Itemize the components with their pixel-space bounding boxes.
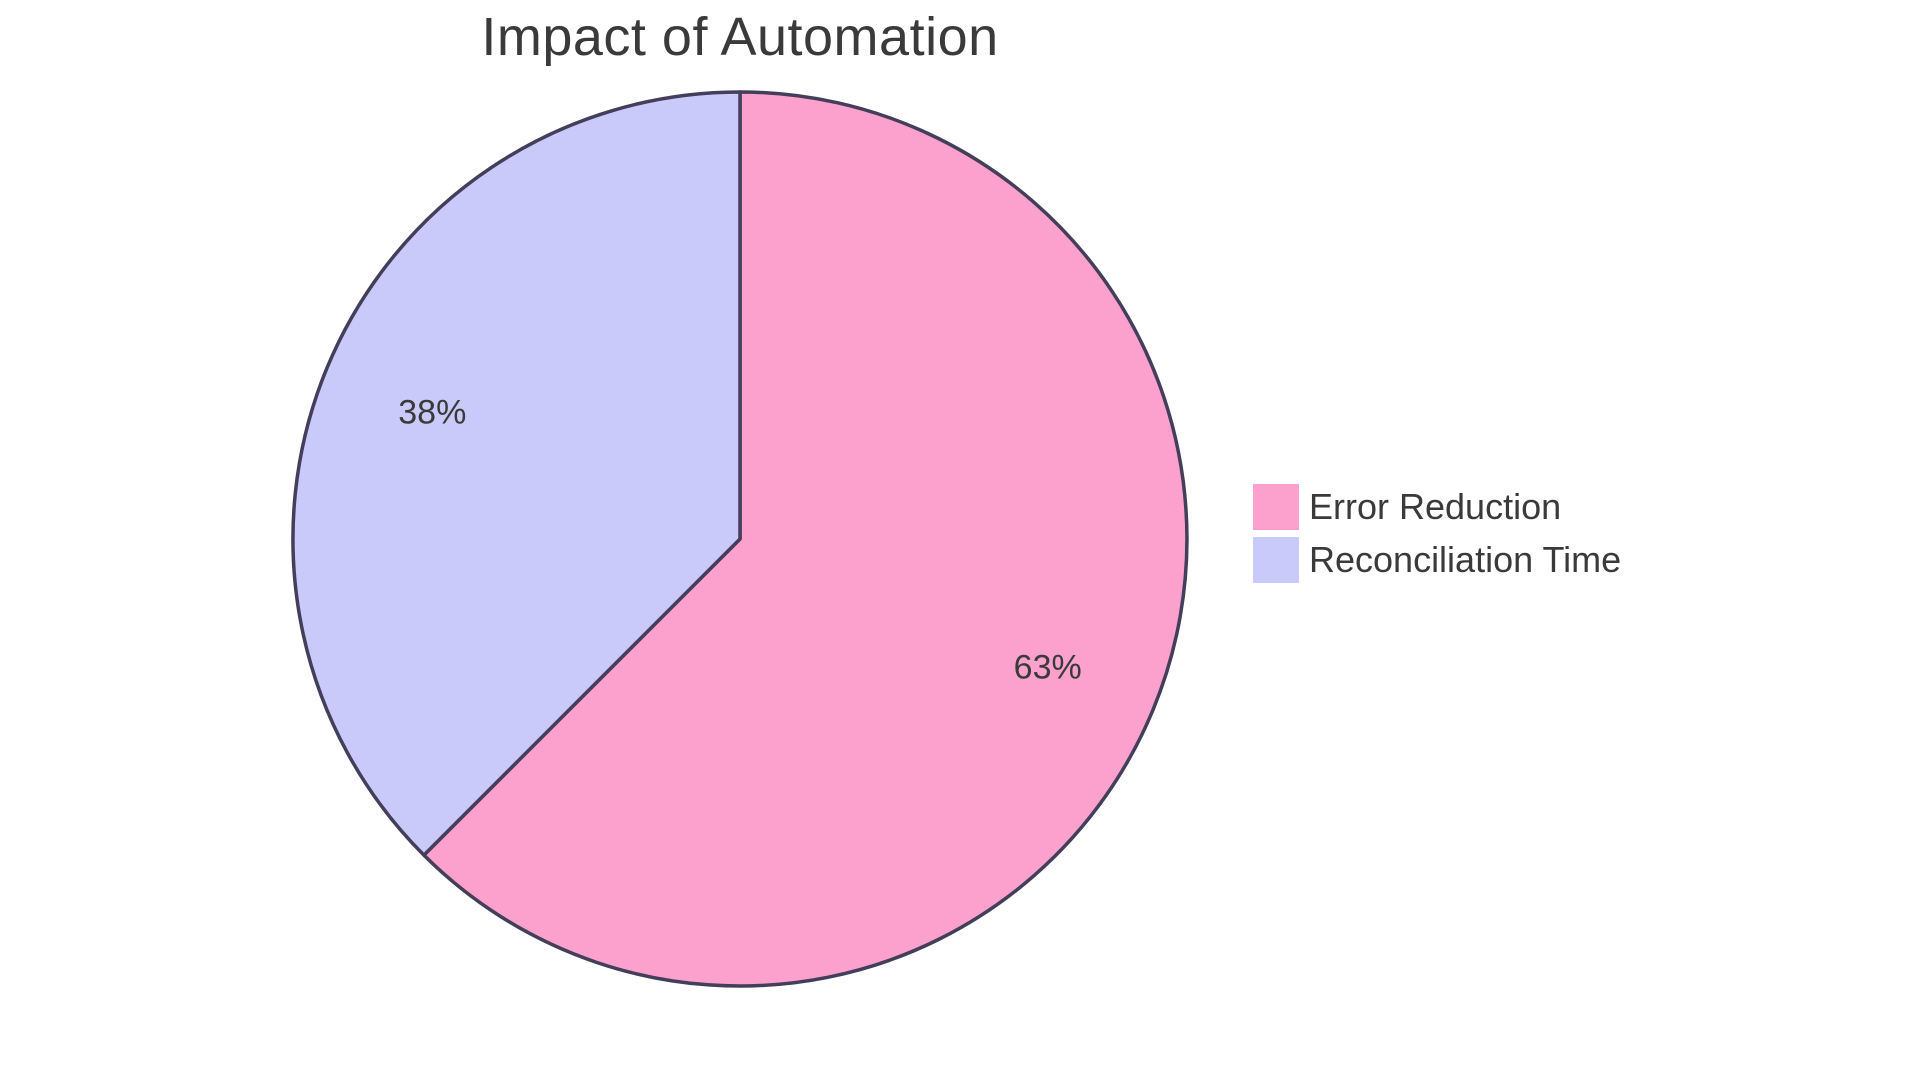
legend-item: Error Reduction (1253, 484, 1621, 530)
pie-slice-0 (422, 90, 1189, 988)
legend-swatch-icon (1253, 537, 1299, 583)
chart-title: Impact of Automation (481, 7, 999, 67)
pie-slice-labels-group: 63% 38% (398, 394, 1081, 687)
pie-slice-1 (291, 90, 742, 857)
legend-label: Reconciliation Time (1309, 539, 1622, 580)
legend-swatch-icon (1253, 484, 1299, 530)
legend-item: Reconciliation Time (1253, 537, 1621, 583)
slice-percent-label: 38% (398, 394, 466, 432)
legend: Error Reduction Reconciliation Time (1253, 484, 1621, 583)
pie-slices-group (291, 90, 1189, 988)
slice-percent-label: 63% (1014, 648, 1082, 686)
legend-label: Error Reduction (1309, 486, 1562, 527)
